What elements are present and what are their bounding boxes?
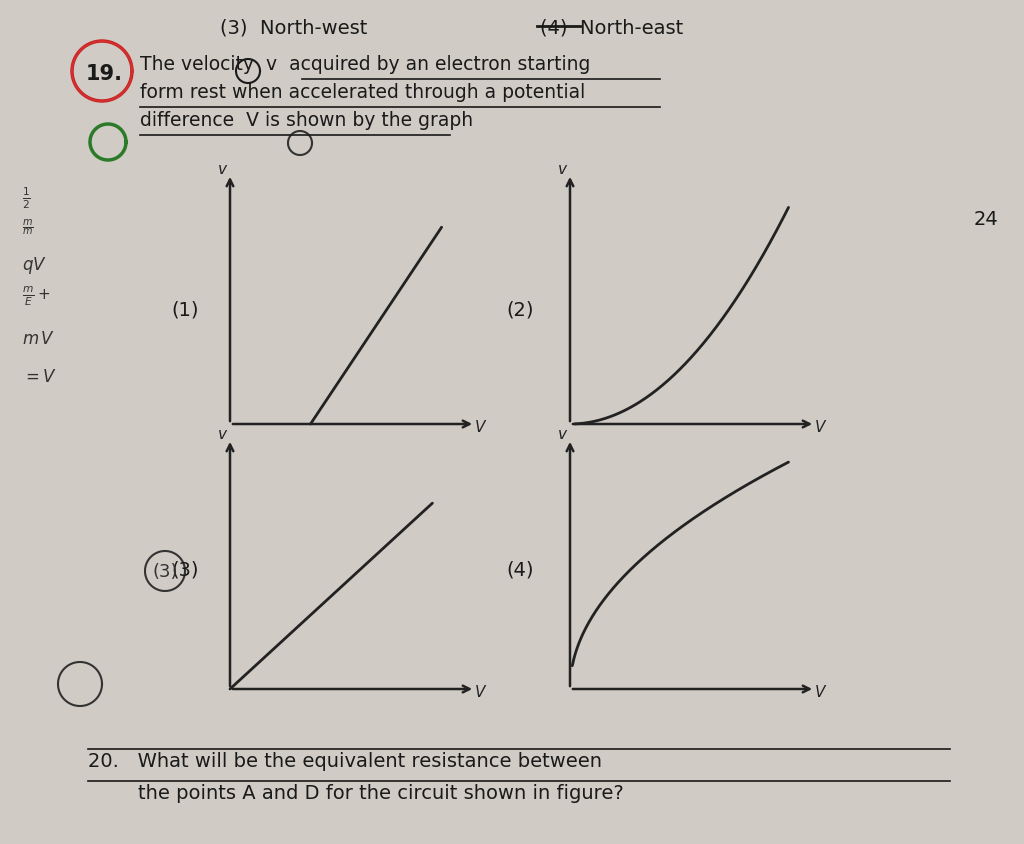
Text: 24: 24 — [973, 210, 998, 229]
Text: the points A and D for the circuit shown in figure?: the points A and D for the circuit shown… — [88, 783, 624, 802]
Text: form rest when accelerated through a potential: form rest when accelerated through a pot… — [140, 83, 586, 102]
Text: $\frac{m}{m}$: $\frac{m}{m}$ — [22, 218, 34, 238]
Text: The velocity  v  acquired by an electron starting: The velocity v acquired by an electron s… — [140, 55, 591, 74]
Text: $\frac{m}{E}+$: $\frac{m}{E}+$ — [22, 284, 50, 308]
Text: difference  V is shown by the graph: difference V is shown by the graph — [140, 111, 473, 130]
Text: v: v — [557, 162, 566, 177]
Text: V: V — [475, 420, 485, 435]
Text: v: v — [557, 427, 566, 442]
Text: V: V — [815, 420, 825, 435]
Text: $=V$: $=V$ — [22, 368, 56, 386]
Text: V: V — [475, 684, 485, 700]
Text: (1): (1) — [171, 300, 199, 319]
Text: $qV$: $qV$ — [22, 255, 47, 276]
Text: (3): (3) — [153, 562, 178, 581]
Text: (4)  North-east: (4) North-east — [540, 18, 683, 37]
Text: $m\,V$: $m\,V$ — [22, 330, 55, 348]
Text: v: v — [217, 427, 226, 442]
Text: (2): (2) — [506, 300, 534, 319]
Text: V: V — [815, 684, 825, 700]
Text: (4): (4) — [506, 560, 534, 579]
Text: (3)  North-west: (3) North-west — [220, 18, 368, 37]
Text: v: v — [217, 162, 226, 177]
Text: $\frac{1}{2}$: $\frac{1}{2}$ — [22, 185, 31, 210]
Text: 19.: 19. — [85, 64, 123, 84]
Text: (3): (3) — [171, 560, 199, 579]
Text: 20.   What will be the equivalent resistance between: 20. What will be the equivalent resistan… — [88, 751, 602, 770]
